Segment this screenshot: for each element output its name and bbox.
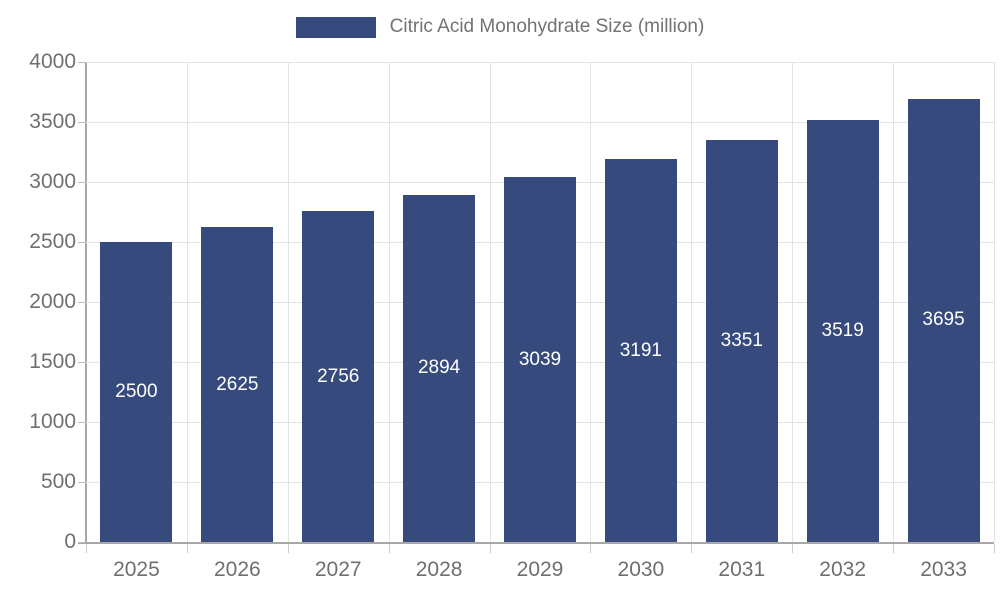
bar-2026[interactable]: 2625 (201, 227, 274, 542)
y-tick-label-1500: 1500 (29, 350, 76, 373)
x-tick-label-2032: 2032 (819, 558, 867, 581)
legend-swatch (295, 16, 376, 38)
v-gridline-6 (691, 62, 693, 542)
y-tick-mark-3500 (78, 122, 86, 123)
bar-2029[interactable]: 3039 (504, 177, 576, 542)
bar-value-label-2033: 3695 (922, 309, 965, 331)
y-tick-label-3000: 3000 (29, 170, 76, 193)
bar-value-label-2027: 2756 (317, 365, 360, 387)
x-tick-label-2031: 2031 (718, 558, 766, 581)
bar-value-label-2025: 2500 (115, 381, 158, 402)
bar-value-label-2029: 3039 (518, 348, 562, 370)
y-tick-mark-1500 (78, 362, 86, 363)
x-tick-label-2025: 2025 (113, 558, 160, 581)
bar-value-label-2032: 3519 (821, 319, 864, 341)
y-tick-label-3500: 3500 (29, 110, 76, 133)
x-tick-label-2030: 2030 (617, 558, 665, 581)
x-tick-label-2026: 2026 (213, 558, 261, 581)
v-gridline-5 (590, 62, 592, 542)
legend: Citric Acid Monohydrate Size (million) (0, 16, 1000, 38)
x-tick-mark-8 (893, 544, 895, 553)
bar-2031[interactable]: 3351 (705, 139, 778, 542)
bar-2028[interactable]: 2894 (403, 194, 476, 542)
v-gridline-7 (792, 62, 794, 542)
v-gridline-4 (489, 62, 491, 542)
y-tick-mark-0 (78, 542, 86, 543)
y-tick-mark-500 (78, 482, 86, 483)
bar-2025[interactable]: 2500 (100, 242, 173, 542)
bar-value-label-2030: 3191 (619, 339, 663, 361)
plot-area: 2500 2625 2756 2894 3039 3191 3351 3519 3695 (86, 62, 995, 542)
x-tick-mark-5 (590, 544, 592, 553)
y-tick-mark-2000 (78, 302, 86, 303)
y-tick-label-4000: 4000 (29, 50, 76, 73)
y-tick-label-500: 500 (40, 470, 76, 493)
bar-value-label-2028: 2894 (417, 357, 461, 379)
y-tick-label-0: 0 (64, 530, 76, 553)
bar-value-label-2026: 2625 (216, 373, 259, 395)
v-gridline-1 (186, 62, 188, 542)
x-tick-label-2028: 2028 (415, 558, 463, 581)
x-tick-mark-4 (489, 544, 491, 553)
h-gridline-3500 (86, 122, 994, 123)
y-tick-mark-2500 (78, 242, 86, 243)
y-tick-mark-1000 (78, 422, 86, 423)
x-tick-mark-1 (186, 544, 188, 553)
y-tick-label-2500: 2500 (29, 230, 76, 253)
x-tick-label-2033: 2033 (920, 558, 967, 581)
bar-2030[interactable]: 3191 (604, 159, 677, 542)
y-tick-label-1000: 1000 (29, 410, 76, 433)
v-gridline-8 (893, 62, 895, 542)
x-axis-line (78, 542, 994, 544)
v-gridline-3 (388, 62, 390, 542)
x-tick-mark-6 (691, 544, 693, 553)
bar-2027[interactable]: 2756 (302, 211, 375, 542)
x-tick-mark-7 (792, 544, 794, 553)
x-tick-mark-2 (287, 544, 289, 553)
y-tick-mark-4000 (78, 62, 86, 63)
legend-item[interactable]: Citric Acid Monohydrate Size (million) (295, 16, 705, 38)
y-tick-label-2000: 2000 (29, 290, 76, 313)
legend-label: Citric Acid Monohydrate Size (million) (389, 16, 705, 37)
bar-value-label-2031: 3351 (720, 329, 763, 351)
h-gridline-4000 (86, 62, 994, 63)
bar-2032[interactable]: 3519 (806, 119, 879, 542)
x-tick-label-2029: 2029 (516, 558, 564, 581)
x-tick-mark-9 (994, 544, 995, 553)
v-gridline-2 (287, 62, 289, 542)
x-tick-mark-0 (86, 544, 87, 553)
x-tick-mark-3 (388, 544, 390, 553)
y-axis-line (85, 62, 87, 544)
v-gridline-9 (994, 62, 995, 542)
bar-2033[interactable]: 3695 (907, 98, 980, 542)
x-tick-label-2027: 2027 (314, 558, 362, 581)
y-tick-mark-3000 (78, 182, 86, 183)
